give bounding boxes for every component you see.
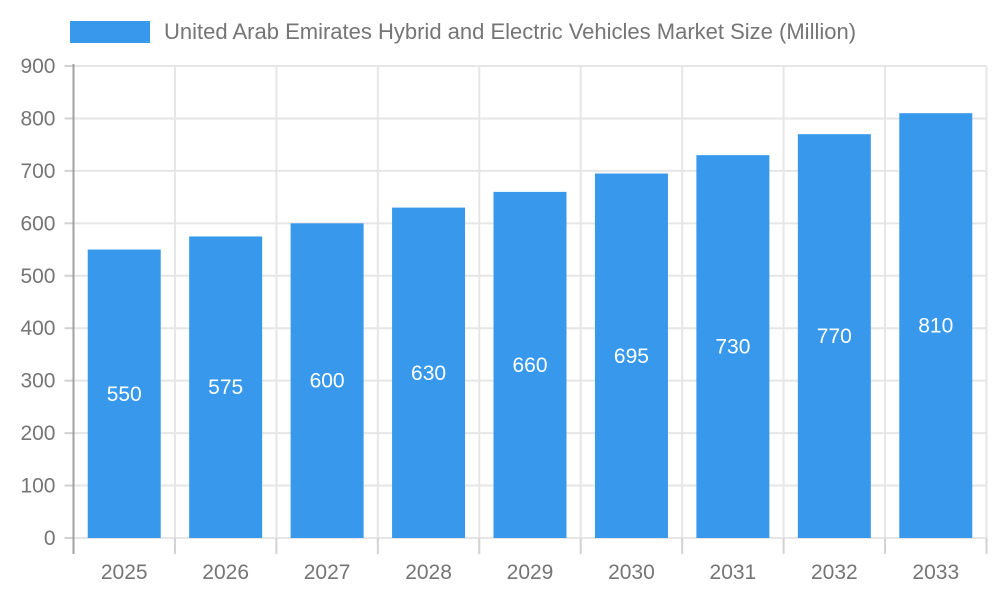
bar-value-label: 630 <box>411 362 446 385</box>
bar-value-label: 575 <box>208 376 243 399</box>
x-axis-label: 2033 <box>912 561 959 584</box>
bar-2027[interactable] <box>290 223 364 539</box>
x-axis-label: 2026 <box>202 561 249 584</box>
x-axis-label: 2032 <box>811 561 858 584</box>
bar-2032[interactable] <box>797 134 871 538</box>
x-axis-label: 2031 <box>710 561 757 584</box>
x-axis-label: 2030 <box>608 561 655 584</box>
y-axis-label: 100 <box>20 475 55 498</box>
bar-2030[interactable] <box>594 173 668 538</box>
y-axis-label: 600 <box>20 212 55 235</box>
bar-value-label: 810 <box>918 315 953 338</box>
bar-value-label: 660 <box>512 354 547 377</box>
x-axis-label: 2027 <box>304 561 351 584</box>
y-axis-label: 200 <box>20 422 55 445</box>
y-axis-label: 300 <box>20 370 55 393</box>
bar-2029[interactable] <box>493 191 567 538</box>
bar-value-label: 600 <box>310 370 345 393</box>
legend-label: United Arab Emirates Hybrid and Electric… <box>164 19 857 44</box>
y-axis-label: 700 <box>20 160 55 183</box>
legend[interactable]: United Arab Emirates Hybrid and Electric… <box>70 19 857 44</box>
bar-value-label: 695 <box>614 345 649 368</box>
bar-value-label: 730 <box>715 336 750 359</box>
y-axis-label: 400 <box>20 317 55 340</box>
bar-2026[interactable] <box>189 236 263 538</box>
bar-value-label: 550 <box>107 383 142 406</box>
bar-2031[interactable] <box>696 155 770 538</box>
bar-2033[interactable] <box>899 113 973 538</box>
y-axis-label: 0 <box>44 527 56 550</box>
y-axis-label: 900 <box>20 55 55 78</box>
bar-2028[interactable] <box>392 207 466 538</box>
y-axis-label: 800 <box>20 107 55 130</box>
bar-value-label: 770 <box>817 325 852 348</box>
legend-swatch-icon <box>70 21 150 43</box>
y-axis-label: 500 <box>20 265 55 288</box>
x-axis-label: 2028 <box>405 561 452 584</box>
x-axis-label: 2025 <box>101 561 148 584</box>
bar-2025[interactable] <box>87 249 161 539</box>
x-axis-label: 2029 <box>507 561 554 584</box>
